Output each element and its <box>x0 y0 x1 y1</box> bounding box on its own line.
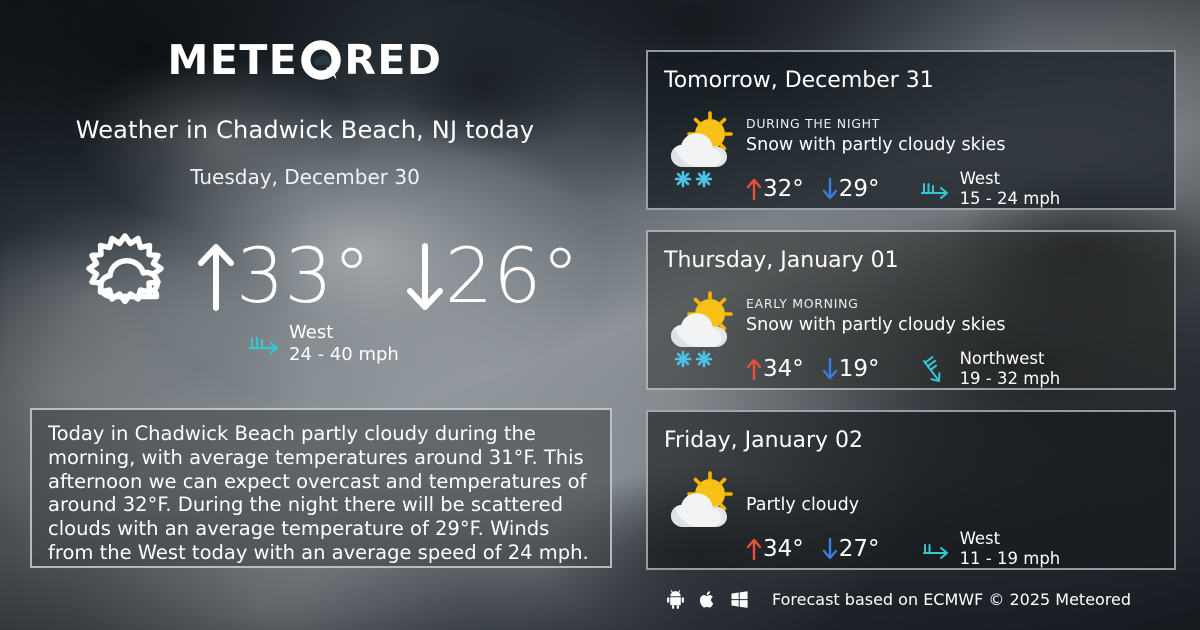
forecast-wind-direction: West <box>959 169 1001 188</box>
forecast-moment-label <box>746 476 1162 491</box>
forecast-min-temp-value: 29° <box>838 175 880 202</box>
sun-cloud-snow-icon <box>664 290 736 374</box>
logo-text-left: METE <box>167 35 299 84</box>
arrow-down-icon <box>822 357 838 381</box>
forecast-min-temp: 29° <box>822 176 880 202</box>
meteored-cloud-o-icon <box>299 38 343 82</box>
wind-arrow-east-icon <box>248 331 280 357</box>
today-wind-speed: 24 - 40 mph <box>289 343 399 365</box>
today-max-temp: 33° <box>196 238 371 314</box>
wind-arrow-southeast-icon <box>920 356 950 382</box>
forecast-min-temp-value: 19° <box>838 355 880 382</box>
forecast-wind: West 15 - 24 mph <box>920 169 1061 209</box>
forecast-wind-direction: Northwest <box>959 349 1045 368</box>
forecast-wind-speed: 11 - 19 mph <box>959 548 1061 568</box>
today-summary: 33° 26° <box>80 222 600 330</box>
today-max-temp-value: 33° <box>236 231 371 320</box>
brand-logo[interactable]: METE RED <box>0 38 610 82</box>
forecast-day-label: Tomorrow, December 31 <box>664 68 934 93</box>
sun-behind-cloud-outline-icon <box>80 226 184 326</box>
forecast-card[interactable]: Friday, January 02 <box>646 410 1176 570</box>
forecast-max-temp-value: 34° <box>763 355 804 382</box>
forecast-condition-text: Snow with partly cloudy skies <box>746 135 1006 155</box>
forecast-wind: Northwest 19 - 32 mph <box>920 349 1061 389</box>
arrow-up-icon <box>746 177 762 201</box>
today-min-temp-value: 26° <box>444 231 580 320</box>
footer-credit: Forecast based on ECMWF © 2025 Meteored <box>772 590 1132 609</box>
today-date: Tuesday, December 30 <box>190 165 420 189</box>
forecast-card[interactable]: Thursday, January 01 <box>646 230 1176 390</box>
arrow-down-icon <box>405 240 445 312</box>
android-icon[interactable] <box>666 590 685 609</box>
today-wind: West 24 - 40 mph <box>248 322 399 366</box>
wind-arrow-east-icon <box>920 176 950 202</box>
forecast-max-temp-value: 32° <box>763 175 804 202</box>
arrow-up-icon <box>196 240 236 312</box>
forecast-min-temp-value: 27° <box>838 535 880 562</box>
forecast-max-temp-value: 34° <box>763 535 804 562</box>
today-wind-direction: West <box>289 322 334 343</box>
arrow-up-icon <box>746 537 762 561</box>
wind-arrow-east-icon <box>920 536 950 562</box>
forecast-moment-label: EARLY MORNING <box>746 296 859 311</box>
forecast-max-temp: 34° <box>746 356 804 382</box>
forecast-min-temp: 19° <box>822 356 880 382</box>
today-description-box: Today in Chadwick Beach partly cloudy du… <box>30 408 612 568</box>
sun-cloud-snow-icon <box>664 110 736 194</box>
today-description-text: Today in Chadwick Beach partly cloudy du… <box>48 422 589 564</box>
footer: Forecast based on ECMWF © 2025 Meteored <box>666 590 1131 609</box>
page-title: Weather in Chadwick Beach, NJ today <box>75 116 535 144</box>
forecast-wind: West 11 - 19 mph <box>920 529 1061 569</box>
forecast-max-temp: 32° <box>746 176 804 202</box>
apple-icon[interactable] <box>698 590 717 609</box>
arrow-down-icon <box>822 537 838 561</box>
forecast-moment-label: DURING THE NIGHT <box>746 116 881 131</box>
forecast-day-label: Friday, January 02 <box>664 428 864 453</box>
forecast-min-temp: 27° <box>822 536 880 562</box>
sun-cloud-icon <box>664 470 736 554</box>
arrow-down-icon <box>822 177 838 201</box>
forecast-wind-speed: 15 - 24 mph <box>959 188 1061 208</box>
arrow-up-icon <box>746 357 762 381</box>
forecast-day-label: Thursday, January 01 <box>664 248 899 273</box>
forecast-max-temp: 34° <box>746 536 804 562</box>
logo-text-right: RED <box>344 35 443 84</box>
windows-icon[interactable] <box>730 590 749 609</box>
forecast-condition-text: Partly cloudy <box>746 495 860 515</box>
forecast-wind-speed: 19 - 32 mph <box>959 368 1061 388</box>
today-panel: METE RED Weather in Chadwick Beach, NJ t… <box>0 38 612 568</box>
forecast-wind-direction: West <box>959 529 1001 548</box>
forecast-condition-text: Snow with partly cloudy skies <box>746 315 1006 335</box>
forecast-card[interactable]: Tomorrow, December 31 <box>646 50 1176 210</box>
today-min-temp: 26° <box>405 231 580 320</box>
forecast-panel: Tomorrow, December 31 <box>646 0 1200 630</box>
